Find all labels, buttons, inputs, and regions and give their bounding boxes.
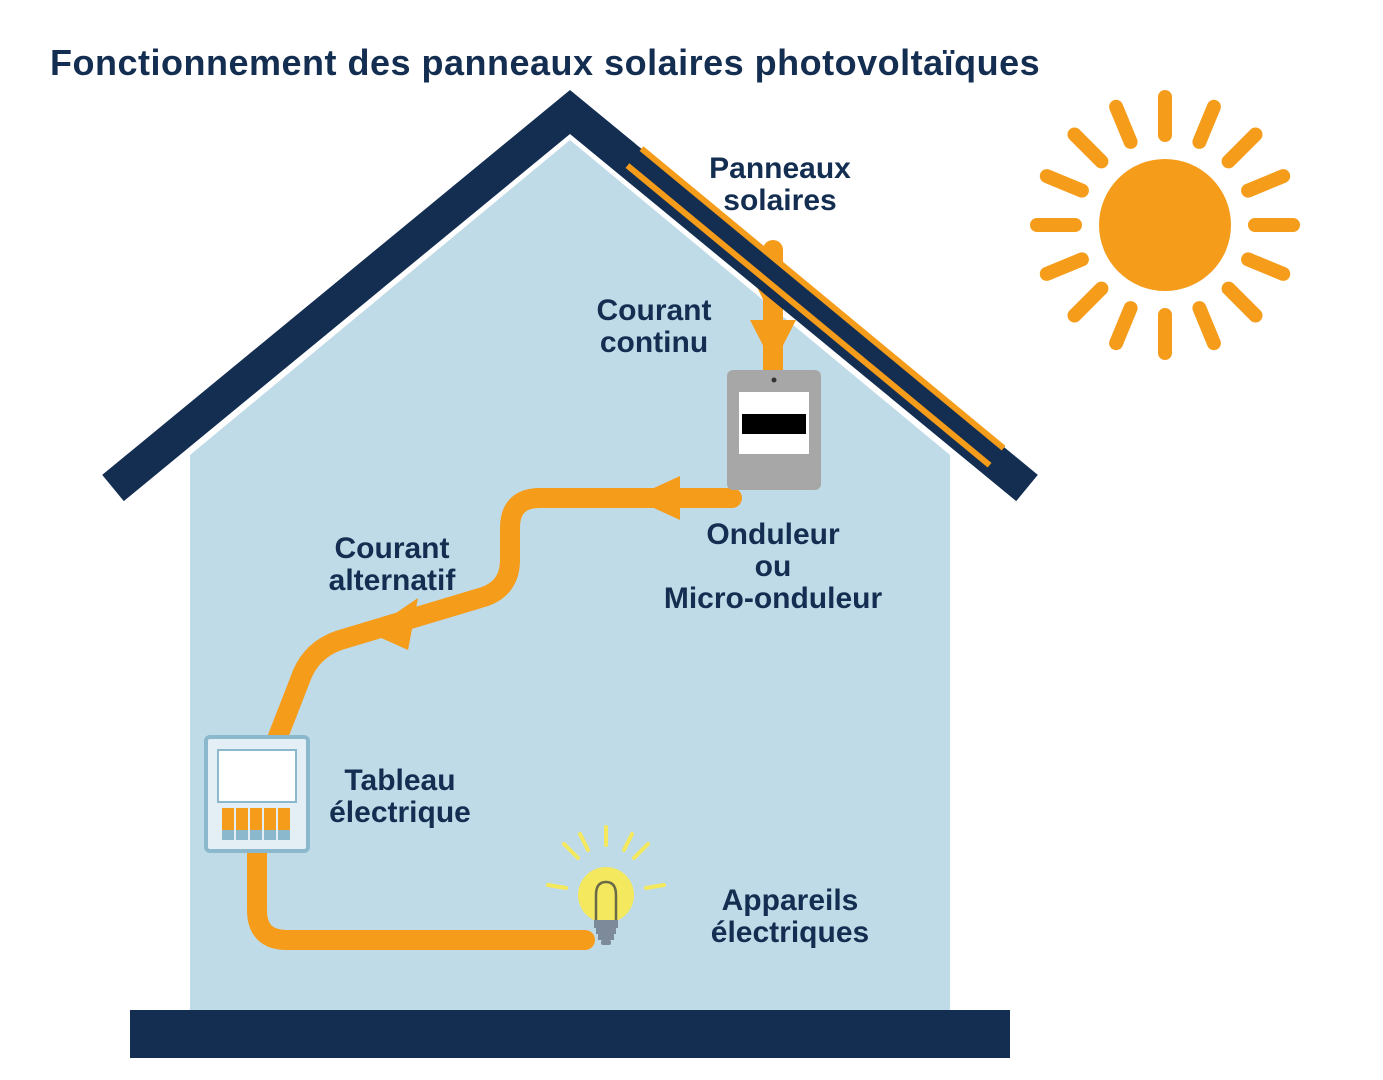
inverter-icon bbox=[727, 370, 821, 490]
label-cc-l2: continu bbox=[600, 326, 708, 359]
label-ca-l1: Courant bbox=[335, 532, 450, 565]
sun-icon bbox=[1037, 97, 1293, 353]
label-onduleur-l3: Micro-onduleur bbox=[664, 582, 883, 615]
label-cc-l1: Courant bbox=[597, 294, 712, 327]
electrical-panel-icon bbox=[206, 737, 308, 851]
solar-diagram: Panneaux solaires Courant continu Ondule… bbox=[0, 0, 1383, 1080]
label-tableau-l1: Tableau bbox=[344, 764, 455, 797]
label-onduleur-l2: ou bbox=[755, 550, 792, 583]
house-body bbox=[190, 140, 950, 1010]
label-panneaux-l2: solaires bbox=[723, 184, 836, 217]
label-tableau-l2: électrique bbox=[329, 796, 471, 829]
label-appareils-l2: électriques bbox=[711, 916, 869, 949]
label-onduleur-l1: Onduleur bbox=[706, 518, 840, 551]
house-foundation bbox=[130, 1010, 1010, 1058]
label-appareils-l1: Appareils bbox=[722, 884, 859, 917]
label-panneaux-l1: Panneaux bbox=[709, 152, 851, 185]
label-ca-l2: alternatif bbox=[329, 564, 457, 597]
